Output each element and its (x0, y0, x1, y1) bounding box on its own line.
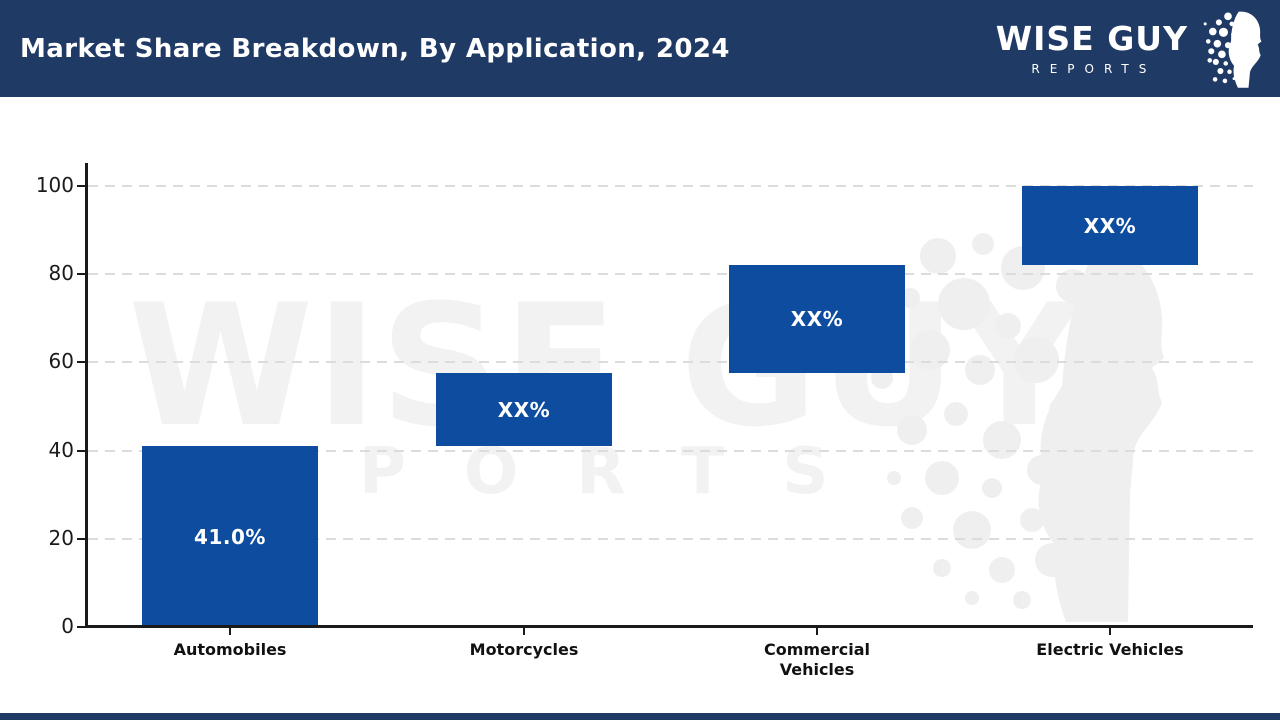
x-tick-mark-motorcycles (523, 628, 525, 635)
x-tick-mark-automobiles (229, 628, 231, 635)
bar-commercial-vehicles: XX% (729, 265, 905, 374)
gridline-40 (88, 449, 1253, 452)
y-tick-mark-20 (77, 537, 86, 540)
footer-bar (0, 713, 1280, 720)
bar-value-label-automobiles: 41.0% (194, 524, 266, 549)
y-tick-label-0: 0 (61, 614, 74, 638)
y-tick-mark-40 (77, 449, 86, 452)
gridline-80 (88, 273, 1253, 276)
bar-electric-vehicles: XX% (1022, 186, 1198, 266)
logo-text-line1: WISE GUY (995, 19, 1188, 58)
header-banner: Market Share Breakdown, By Application, … (0, 0, 1280, 97)
x-tick-mark-electric-vehicles (1109, 628, 1111, 635)
y-tick-label-80: 80 (48, 261, 74, 286)
chart-title: Market Share Breakdown, By Application, … (20, 33, 730, 64)
logo-text-line2: REPORTS (1031, 62, 1157, 76)
x-tick-label-commercial-vehicles: Commercial Vehicles (763, 640, 871, 679)
x-axis (85, 625, 1253, 628)
x-tick-mark-commercial-vehicles (816, 628, 818, 635)
wiseguy-logo: WISE GUY REPORTS (996, 4, 1266, 94)
bar-value-label-electric-vehicles: XX% (1083, 213, 1137, 238)
wiseguy-head-icon (1203, 11, 1262, 88)
gridline-60 (88, 361, 1253, 364)
gridline-20 (88, 537, 1253, 540)
x-tick-label-motorcycles: Motorcycles (469, 640, 579, 659)
y-tick-mark-100 (77, 185, 86, 187)
gridline-100 (88, 185, 1253, 187)
y-tick-label-100: 100 (35, 173, 74, 197)
logo-wordmark: WISE GUY REPORTS (996, 22, 1188, 76)
bar-automobiles: 41.0% (142, 446, 318, 627)
bar-value-label-motorcycles: XX% (497, 397, 551, 422)
y-axis (85, 163, 88, 628)
bar-value-label-commercial-vehicles: XX% (790, 307, 844, 332)
y-tick-label-40: 40 (48, 437, 74, 462)
bar-motorcycles: XX% (436, 373, 612, 447)
x-tick-label-automobiles: Automobiles (173, 640, 287, 659)
y-tick-mark-0 (77, 626, 86, 628)
x-tick-label-electric-vehicles: Electric Vehicles (1036, 640, 1184, 659)
y-tick-label-60: 60 (48, 349, 74, 374)
y-tick-mark-80 (77, 273, 86, 276)
y-tick-mark-60 (77, 361, 86, 364)
y-tick-label-20: 20 (48, 525, 74, 550)
